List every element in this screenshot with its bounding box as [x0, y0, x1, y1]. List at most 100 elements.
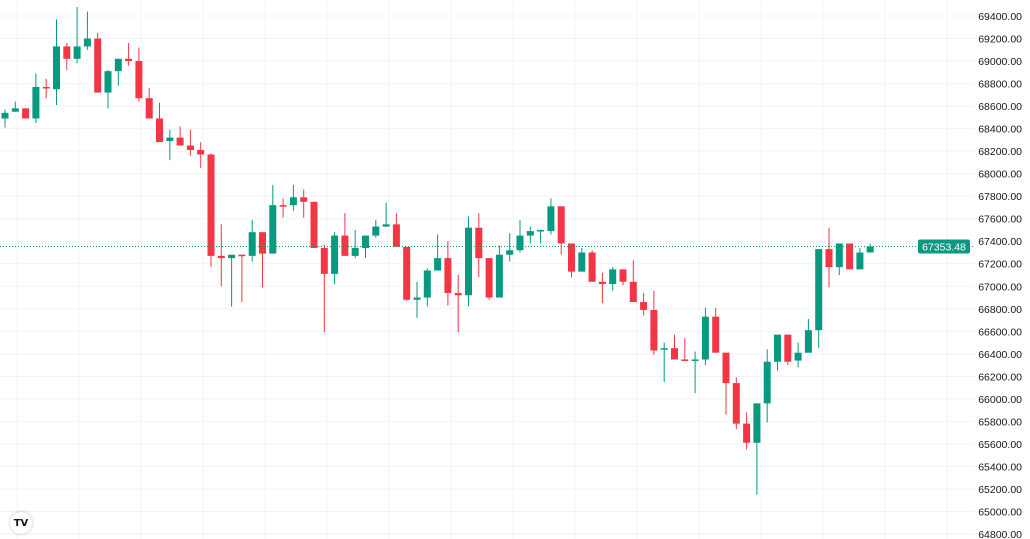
- candle[interactable]: [289, 184, 297, 211]
- candle[interactable]: [650, 290, 658, 355]
- candle[interactable]: [63, 43, 71, 71]
- candle[interactable]: [310, 201, 318, 248]
- candle[interactable]: [382, 202, 390, 227]
- candle[interactable]: [135, 47, 143, 102]
- candle[interactable]: [774, 334, 781, 371]
- candle[interactable]: [732, 377, 740, 430]
- candle[interactable]: [495, 245, 503, 298]
- candle[interactable]: [619, 269, 627, 286]
- candle[interactable]: [197, 142, 205, 169]
- candle[interactable]: [238, 254, 246, 303]
- candle[interactable]: [681, 338, 689, 361]
- candle[interactable]: [320, 244, 328, 333]
- candle[interactable]: [1, 109, 9, 128]
- candle[interactable]: [444, 241, 452, 306]
- candle[interactable]: [691, 351, 699, 394]
- candle[interactable]: [42, 79, 50, 99]
- candle[interactable]: [32, 73, 40, 123]
- candle[interactable]: [516, 219, 524, 253]
- y-tick-label: 68200.00: [978, 146, 1022, 158]
- candle[interactable]: [660, 342, 668, 382]
- candle[interactable]: [588, 250, 596, 282]
- candle[interactable]: [763, 349, 771, 423]
- candle[interactable]: [53, 19, 60, 105]
- candle[interactable]: [114, 58, 122, 86]
- candle-body: [341, 235, 349, 256]
- candle[interactable]: [712, 307, 720, 353]
- candle[interactable]: [825, 227, 833, 288]
- candle[interactable]: [794, 342, 802, 368]
- candle[interactable]: [186, 129, 194, 156]
- candle[interactable]: [784, 334, 792, 366]
- candle[interactable]: [423, 268, 431, 307]
- candle-body: [135, 61, 143, 99]
- candle[interactable]: [598, 272, 606, 304]
- candle[interactable]: [506, 233, 514, 262]
- candle-body: [825, 249, 833, 268]
- candle-body: [774, 334, 781, 362]
- candle[interactable]: [269, 184, 277, 254]
- candle[interactable]: [578, 247, 586, 272]
- candle[interactable]: [176, 126, 184, 146]
- candle[interactable]: [166, 129, 174, 161]
- candle-body: [197, 150, 205, 155]
- candle[interactable]: [372, 219, 380, 238]
- candle-body: [166, 137, 174, 141]
- candle-body: [650, 309, 658, 351]
- candle[interactable]: [557, 206, 565, 255]
- candle[interactable]: [671, 334, 678, 360]
- candle[interactable]: [722, 352, 730, 415]
- candle[interactable]: [83, 11, 91, 50]
- candle[interactable]: [331, 232, 339, 285]
- candle[interactable]: [73, 6, 81, 64]
- candle[interactable]: [856, 247, 864, 270]
- candle[interactable]: [568, 243, 575, 278]
- candle[interactable]: [835, 243, 843, 275]
- candle[interactable]: [547, 198, 555, 235]
- candle-body: [681, 359, 689, 361]
- candle[interactable]: [392, 213, 400, 247]
- candle[interactable]: [537, 229, 545, 244]
- price-axis[interactable]: 69400.00 69200.00 69000.00 68800.00 68600.00…: [978, 11, 1022, 539]
- candle[interactable]: [815, 249, 823, 349]
- candle[interactable]: [846, 243, 854, 270]
- candle[interactable]: [753, 403, 761, 495]
- candle[interactable]: [279, 198, 287, 218]
- candle[interactable]: [413, 281, 421, 318]
- candle[interactable]: [22, 108, 30, 119]
- candle[interactable]: [475, 213, 483, 278]
- tradingview-logo-icon[interactable]: TV: [10, 512, 32, 534]
- candle[interactable]: [701, 307, 709, 366]
- candle[interactable]: [526, 226, 534, 244]
- candle[interactable]: [228, 254, 236, 307]
- candle[interactable]: [94, 32, 102, 93]
- candle[interactable]: [609, 267, 617, 291]
- candle[interactable]: [434, 234, 442, 271]
- candle[interactable]: [629, 260, 637, 303]
- candle[interactable]: [248, 219, 256, 262]
- candle[interactable]: [207, 153, 215, 268]
- candle[interactable]: [217, 224, 225, 287]
- candle[interactable]: [362, 235, 369, 259]
- candle-body: [289, 197, 297, 206]
- candle[interactable]: [465, 216, 472, 307]
- candle[interactable]: [485, 258, 493, 300]
- candle[interactable]: [156, 102, 163, 143]
- candle[interactable]: [341, 213, 349, 256]
- candle[interactable]: [259, 232, 266, 288]
- candle[interactable]: [11, 101, 19, 112]
- candle-body: [259, 232, 266, 254]
- candle[interactable]: [743, 412, 751, 450]
- candle[interactable]: [300, 189, 308, 218]
- candle[interactable]: [403, 246, 411, 301]
- candle-body: [804, 330, 812, 353]
- candle[interactable]: [125, 43, 133, 66]
- candle[interactable]: [640, 293, 648, 316]
- candle[interactable]: [104, 70, 112, 109]
- candle[interactable]: [804, 318, 812, 353]
- candle[interactable]: [351, 229, 359, 259]
- candle[interactable]: [454, 275, 462, 333]
- candle[interactable]: [145, 88, 153, 119]
- candle[interactable]: [866, 243, 874, 253]
